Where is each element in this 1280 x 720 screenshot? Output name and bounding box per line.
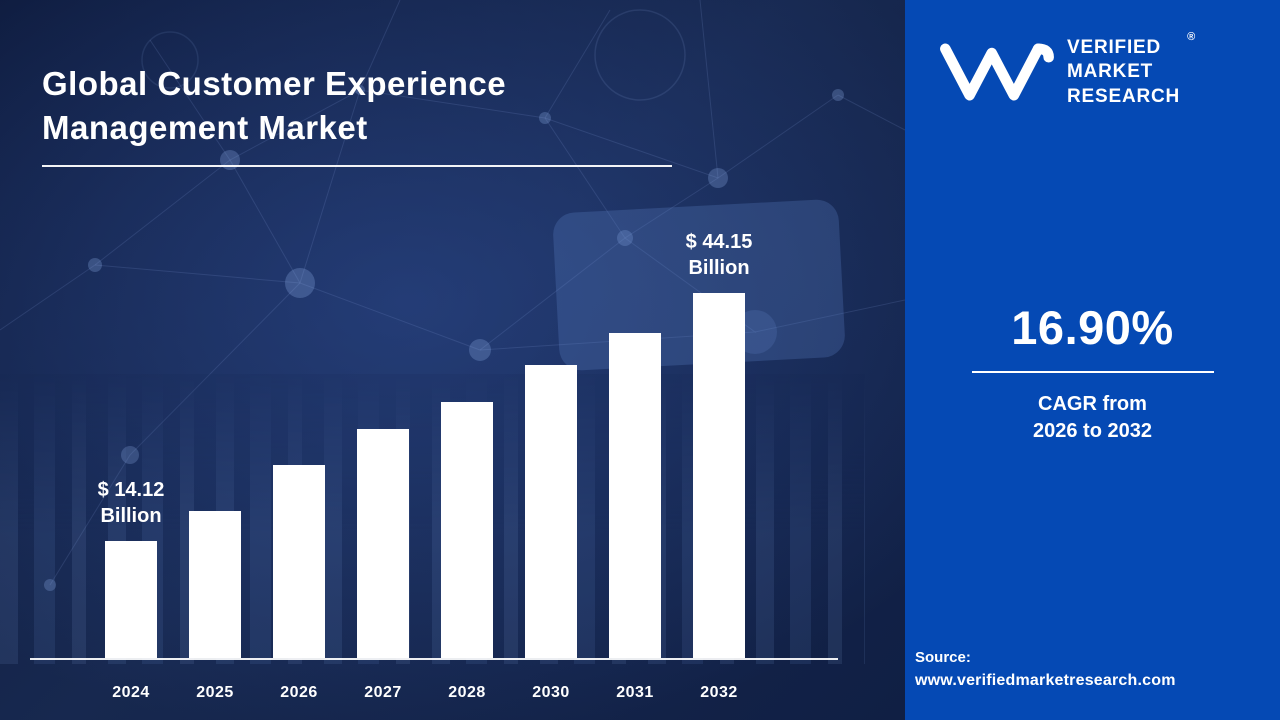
bar-2030: [525, 365, 577, 658]
bar-group-2025: [189, 511, 241, 658]
year-label-2032: 2032: [700, 684, 738, 701]
bar-group-2028: [441, 402, 493, 658]
registered-trademark: ®: [1187, 31, 1197, 43]
year-label-2027: 2027: [364, 684, 402, 701]
left-panel: Global Customer Experience Management Ma…: [0, 0, 905, 720]
page-title: Global Customer Experience Management Ma…: [42, 62, 672, 168]
year-label-2025: 2025: [196, 684, 234, 701]
page-title-line1: Global Customer Experience: [42, 65, 507, 102]
year-label-2024: 2024: [112, 684, 150, 701]
bar-group-2031: [609, 333, 661, 658]
brand-name-line3: RESEARCH: [1067, 85, 1181, 107]
brand-name-line2: MARKET: [1067, 61, 1154, 83]
network-decoration-graphic: [0, 0, 905, 591]
page-title-line2: Management Market: [42, 108, 368, 146]
year-label-2031: 2031: [616, 684, 654, 701]
source-block: Source: www.verifiedmarketresearch.com: [915, 646, 1176, 694]
right-panel: VERIFIED ® MARKET RESEARCH 16.90% CAGR f…: [905, 0, 1280, 720]
source-url[interactable]: www.verifiedmarketresearch.com: [915, 672, 1176, 690]
bar-2028: [441, 402, 493, 658]
title-underline: [42, 165, 672, 168]
bar-2032: [693, 293, 745, 658]
bar-2024: [105, 541, 157, 658]
cagr-label-line2: 2026 to 2032: [1033, 420, 1152, 442]
bar-chart: $ 14.12 Billion $ 44.15 Billion 2024 2025 202…: [30, 231, 838, 702]
bar-2026: [273, 465, 325, 658]
bar-group-2030: [525, 365, 577, 658]
year-label-2026: 2026: [280, 684, 318, 701]
brand-logo: VERIFIED ® MARKET RESEARCH: [939, 31, 1195, 109]
bar-group-2024: $ 14.12 Billion: [98, 479, 164, 658]
bar-group-2032: $ 44.15 Billion: [686, 231, 752, 658]
bar-2031: [609, 333, 661, 658]
year-label-2028: 2028: [448, 684, 486, 701]
bar-group-2027: [357, 429, 409, 658]
bar-value-label-2032: $ 44.15 Billion: [685, 231, 753, 279]
cagr-block: 16.90% CAGR from 2026 to 2032: [905, 300, 1280, 445]
bar-2025: [189, 511, 241, 658]
cagr-divider: [971, 371, 1214, 373]
bar-value-label-2024: $ 14.12 Billion: [97, 479, 165, 527]
bar-group-2026: [273, 465, 325, 658]
cagr-label-line1: CAGR from: [1038, 393, 1147, 415]
vmr-monogram-icon: [940, 43, 1054, 101]
brand-name-line1: VERIFIED: [1067, 37, 1162, 58]
source-label: Source:: [915, 648, 971, 666]
chart-baseline: [30, 658, 838, 660]
year-label-2030: 2030: [532, 684, 570, 701]
years-row: 2024 2025 2026 2027 2028 2030 2031 2032: [105, 684, 745, 702]
bars-row: $ 14.12 Billion $ 44.15 Billion: [98, 231, 752, 658]
bar-2027: [357, 429, 409, 658]
cagr-value: 16.90%: [1011, 301, 1174, 354]
